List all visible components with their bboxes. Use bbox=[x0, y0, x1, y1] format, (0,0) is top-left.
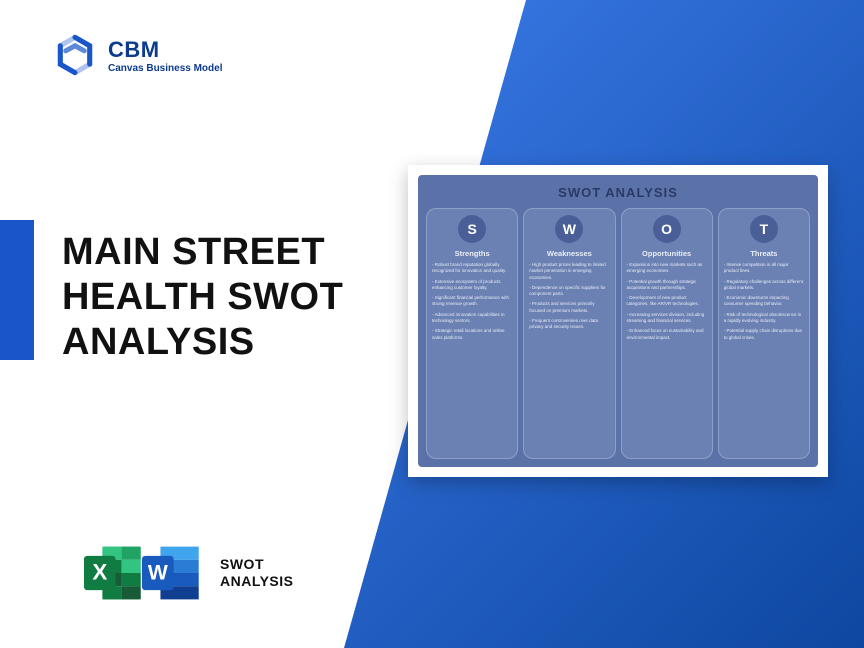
swot-item-list: - High product prices leading to limited… bbox=[529, 262, 609, 335]
swot-item: - Significant financial performance with… bbox=[432, 295, 512, 308]
logo-text: CBM Canvas Business Model bbox=[108, 37, 222, 74]
swot-column-heading: Strengths bbox=[455, 249, 490, 258]
swot-item: - Dependence on specific suppliers for c… bbox=[529, 285, 609, 298]
swot-item: - Increasing services division, includin… bbox=[627, 312, 707, 325]
swot-letter-badge: O bbox=[653, 215, 681, 243]
svg-text:W: W bbox=[148, 562, 168, 585]
footer-label: SWOT ANALYSIS bbox=[220, 556, 294, 591]
logo-subtitle: Canvas Business Model bbox=[108, 63, 222, 74]
logo-block: CBM Canvas Business Model bbox=[54, 34, 222, 76]
swot-item: - Frequent controversies over data priva… bbox=[529, 318, 609, 331]
swot-column: O Opportunities - Expansion into new marke… bbox=[621, 208, 713, 459]
page-title: MAIN STREET HEALTH SWOT ANALYSIS bbox=[62, 230, 392, 364]
swot-letter-badge: T bbox=[750, 215, 778, 243]
swot-item: - Intense competition in all major produ… bbox=[724, 262, 804, 275]
swot-item: - Expansion into new markets such as eme… bbox=[627, 262, 707, 275]
swot-letter-badge: W bbox=[555, 215, 583, 243]
svg-text:X: X bbox=[92, 560, 107, 585]
swot-item: - Strategic retail locations and online … bbox=[432, 328, 512, 341]
swot-item: - Products and services primarily focuse… bbox=[529, 301, 609, 314]
swot-column: S Strengths - Robust brand reputation glob… bbox=[426, 208, 518, 459]
swot-item: - Risk of technological obsolescence in … bbox=[724, 312, 804, 325]
logo-title: CBM bbox=[108, 37, 222, 63]
swot-item: - High product prices leading to limited… bbox=[529, 262, 609, 281]
swot-column-heading: Weaknesses bbox=[547, 249, 592, 258]
footer-label-line1: SWOT bbox=[220, 556, 294, 574]
swot-inner: SWOT ANALYSIS S Strengths - Robust brand r… bbox=[418, 175, 818, 467]
left-accent-bar bbox=[0, 220, 34, 360]
swot-item: - Economic downturns impacting consumer … bbox=[724, 295, 804, 308]
swot-item: - Advanced innovation capabilities in te… bbox=[432, 312, 512, 325]
swot-preview-card: SWOT ANALYSIS S Strengths - Robust brand r… bbox=[408, 165, 828, 477]
swot-item: - Development of new product categories,… bbox=[627, 295, 707, 308]
excel-icon: X bbox=[80, 540, 146, 606]
swot-item: - Enhanced focus on sustainability and e… bbox=[627, 328, 707, 341]
swot-columns: S Strengths - Robust brand reputation glob… bbox=[426, 208, 810, 459]
swot-item: - Potential growth through strategic acq… bbox=[627, 279, 707, 292]
swot-card-title: SWOT ANALYSIS bbox=[426, 185, 810, 200]
swot-column: W Weaknesses - High product prices leading… bbox=[523, 208, 615, 459]
swot-item-list: - Intense competition in all major produ… bbox=[724, 262, 804, 345]
footer-label-line2: ANALYSIS bbox=[220, 573, 294, 591]
swot-item: - Extensive ecosystem of products enhanc… bbox=[432, 279, 512, 292]
swot-column-heading: Threats bbox=[750, 249, 777, 258]
swot-column: T Threats - Intense competition in all maj… bbox=[718, 208, 810, 459]
swot-item: - Potential supply chain disruptions due… bbox=[724, 328, 804, 341]
swot-column-heading: Opportunities bbox=[642, 249, 691, 258]
swot-item-list: - Robust brand reputation globally recog… bbox=[432, 262, 512, 345]
logo-icon bbox=[54, 34, 96, 76]
footer-block: X W SWOT ANALYSIS bbox=[80, 540, 294, 606]
swot-letter-badge: S bbox=[458, 215, 486, 243]
swot-item-list: - Expansion into new markets such as eme… bbox=[627, 262, 707, 345]
word-icon: W bbox=[138, 540, 204, 606]
swot-item: - Regulatory challenges across different… bbox=[724, 279, 804, 292]
swot-item: - Robust brand reputation globally recog… bbox=[432, 262, 512, 275]
